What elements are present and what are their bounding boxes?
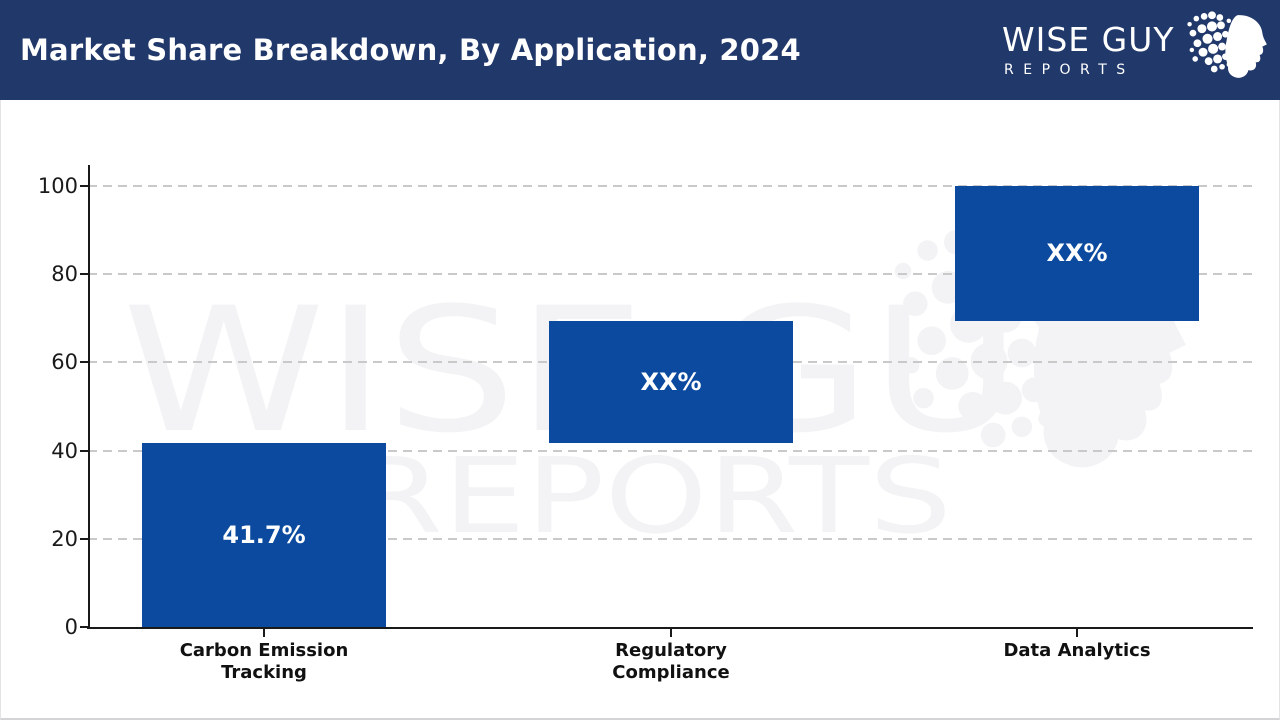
- y-gridline: [88, 185, 1253, 187]
- y-tick-label: 40: [51, 438, 78, 463]
- y-tick-mark: [80, 449, 88, 452]
- market-share-bar: [955, 186, 1199, 321]
- y-tick-label: 60: [51, 350, 78, 375]
- bar-value-label: XX%: [1046, 239, 1108, 268]
- y-gridline: [88, 273, 1253, 276]
- bar-value-label: XX%: [640, 367, 702, 396]
- x-category-label: Carbon Emission Tracking: [104, 640, 424, 684]
- logo-wordmark: WISE GUY: [1002, 20, 1175, 59]
- market-share-bar: [142, 443, 386, 627]
- y-tick-label: 20: [51, 526, 78, 551]
- logo-subtext: REPORTS: [1004, 62, 1135, 78]
- x-category-line: Tracking: [221, 662, 307, 683]
- y-tick-label: 100: [37, 174, 78, 198]
- y-tick-label: 0: [64, 615, 78, 639]
- y-tick-mark: [80, 537, 88, 540]
- x-axis-line: [87, 627, 1253, 629]
- y-gridline: [88, 449, 1253, 452]
- x-category-line: Data Analytics: [1003, 640, 1151, 661]
- y-tick-mark: [80, 273, 88, 276]
- x-category-label: Data Analytics: [917, 640, 1237, 662]
- page-title: Market Share Breakdown, By Application, …: [20, 33, 801, 67]
- y-gridline: [88, 537, 1253, 540]
- header-banner: Market Share Breakdown, By Application, …: [0, 0, 1280, 100]
- y-tick-mark: [80, 185, 88, 187]
- x-tick-mark: [263, 629, 265, 637]
- y-tick-mark: [80, 361, 88, 364]
- x-tick-mark: [670, 629, 672, 637]
- bar-value-label: 41.7%: [222, 521, 306, 550]
- x-category-line: Carbon Emission: [179, 640, 349, 661]
- x-tick-mark: [1076, 629, 1078, 637]
- market-share-bar: [549, 320, 793, 444]
- x-category-line: Compliance: [612, 662, 730, 683]
- y-tick-mark: [80, 626, 88, 628]
- x-category-line: Regulatory: [615, 640, 727, 661]
- x-category-label: Regulatory Compliance: [511, 640, 831, 684]
- y-tick-label: 80: [51, 262, 78, 287]
- y-axis-line: [88, 165, 90, 629]
- wise-guy-reports-logo: WISE GUY REPORTS: [1002, 11, 1267, 78]
